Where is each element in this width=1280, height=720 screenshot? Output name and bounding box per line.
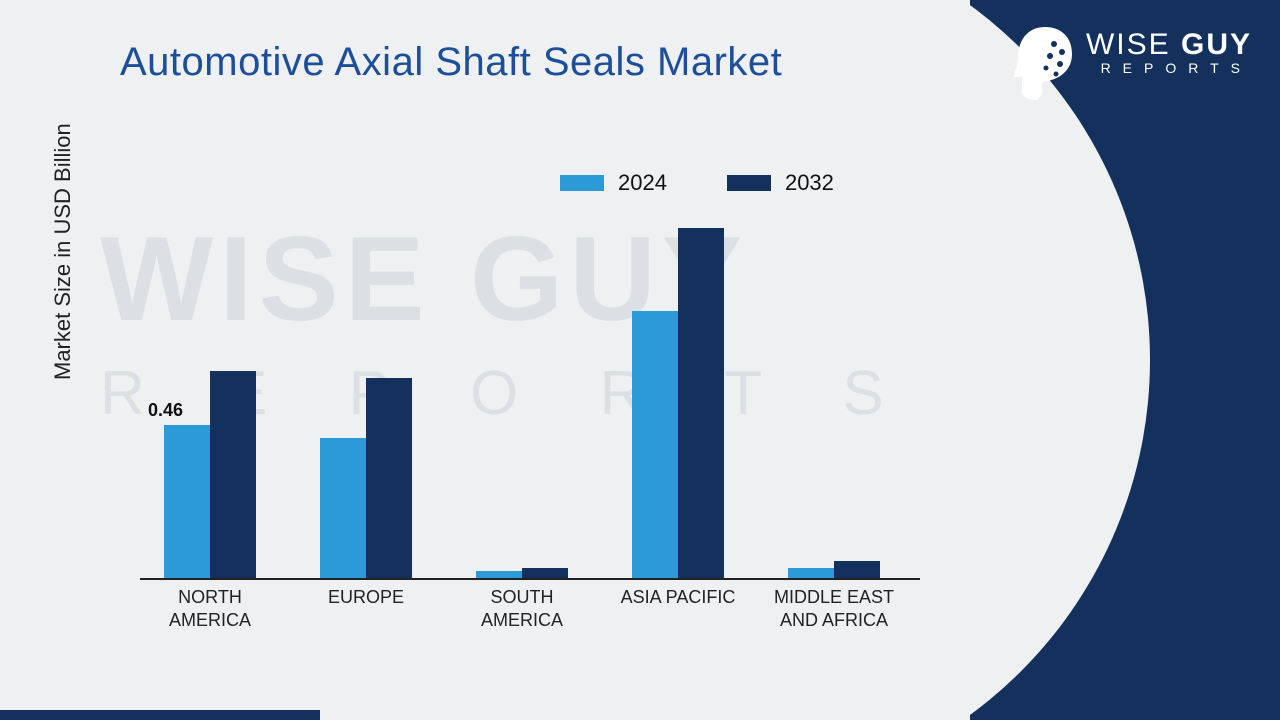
x-axis-label: NORTH AMERICA (140, 586, 280, 631)
bar (476, 571, 522, 578)
logo-word-1: WISE (1086, 28, 1171, 61)
x-axis-line (140, 578, 920, 580)
bar (632, 311, 678, 578)
logo-word-2: GUY (1181, 28, 1252, 61)
bar (210, 371, 256, 578)
bar (164, 425, 210, 578)
y-axis-label: Market Size in USD Billion (50, 123, 76, 380)
bar-chart: Market Size in USD Billion 2024 2032 NOR… (100, 180, 920, 580)
bar (678, 228, 724, 578)
bar-value-label: 0.46 (148, 400, 183, 421)
logo-head-icon (1010, 22, 1080, 102)
bar-group: ASIA PACIFIC (618, 228, 738, 578)
bar-group: SOUTH AMERICA (462, 568, 582, 578)
bar-group: EUROPE (306, 378, 426, 578)
bar (522, 568, 568, 578)
x-axis-label: EUROPE (296, 586, 436, 609)
bar (320, 438, 366, 578)
bar (366, 378, 412, 578)
x-axis-label: ASIA PACIFIC (608, 586, 748, 609)
bar (834, 561, 880, 578)
x-axis-label: SOUTH AMERICA (452, 586, 592, 631)
plot-area: NORTH AMERICAEUROPESOUTH AMERICAASIA PAC… (140, 180, 920, 580)
x-axis-label: MIDDLE EAST AND AFRICA (764, 586, 904, 631)
bar (788, 568, 834, 578)
brand-logo: WISE GUY REPORTS (1086, 28, 1252, 76)
logo-subline: REPORTS (1086, 60, 1252, 76)
bar-group: MIDDLE EAST AND AFRICA (774, 561, 894, 578)
chart-title: Automotive Axial Shaft Seals Market (120, 40, 782, 85)
bottom-accent-bar (0, 710, 320, 720)
